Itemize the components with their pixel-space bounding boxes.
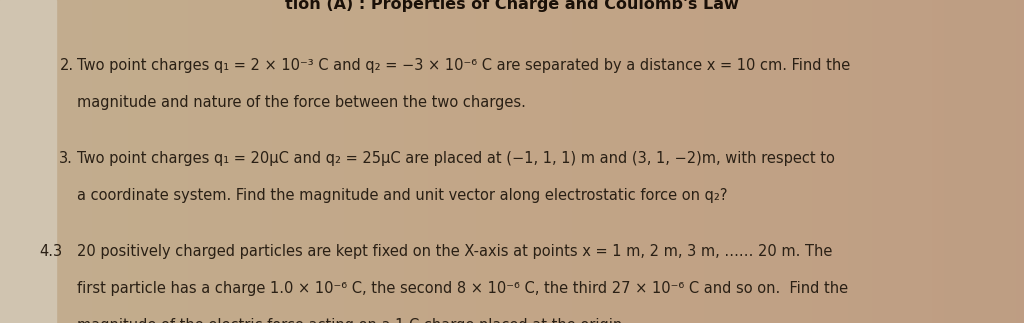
Text: magnitude and nature of the force between the two charges.: magnitude and nature of the force betwee…: [77, 95, 525, 110]
Text: 4.3: 4.3: [39, 244, 62, 259]
Text: 20 positively charged particles are kept fixed on the X-axis at points x = 1 m, : 20 positively charged particles are kept…: [77, 244, 833, 259]
Text: first particle has a charge 1.0 × 10⁻⁶ C, the second 8 × 10⁻⁶ C, the third 27 × : first particle has a charge 1.0 × 10⁻⁶ C…: [77, 281, 848, 296]
Text: a coordinate system. Find the magnitude and unit vector along electrostatic forc: a coordinate system. Find the magnitude …: [77, 188, 727, 203]
Text: magnitude of the electric force acting on a 1 C charge placed at the origin.: magnitude of the electric force acting o…: [77, 318, 627, 323]
Text: 2.: 2.: [59, 58, 74, 73]
Bar: [0, 0, 56, 323]
Text: tion (A) : Properties of Charge and Coulomb's Law: tion (A) : Properties of Charge and Coul…: [285, 0, 739, 12]
Text: 3.: 3.: [59, 151, 74, 166]
Text: Two point charges q₁ = 20μC and q₂ = 25μC are placed at (−1, 1, 1) m and (3, 1, : Two point charges q₁ = 20μC and q₂ = 25μ…: [77, 151, 835, 166]
Text: Two point charges q₁ = 2 × 10⁻³ C and q₂ = −3 × 10⁻⁶ C are separated by a distan: Two point charges q₁ = 2 × 10⁻³ C and q₂…: [77, 58, 850, 73]
